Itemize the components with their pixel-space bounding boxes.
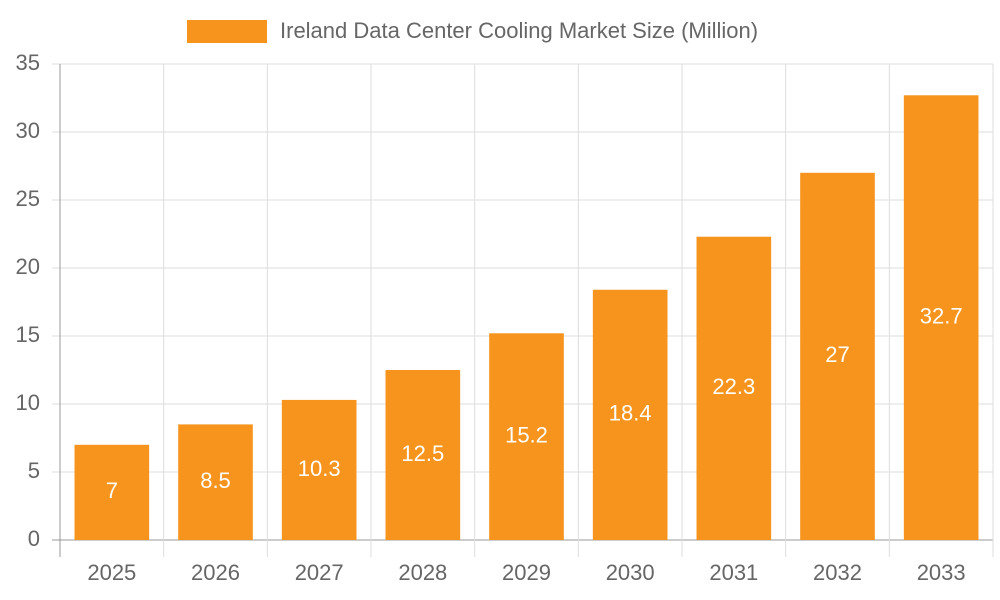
- bar[interactable]: [903, 95, 979, 540]
- x-tick-label: 2026: [191, 560, 240, 585]
- x-tick-label: 2029: [502, 560, 551, 585]
- data-label: 7: [106, 478, 118, 503]
- data-label: 8.5: [200, 468, 231, 493]
- bar[interactable]: [592, 289, 668, 540]
- y-tick-label: 5: [28, 458, 40, 483]
- data-label: 27: [825, 342, 849, 367]
- data-label: 22.3: [712, 374, 755, 399]
- y-tick-label: 0: [28, 526, 40, 551]
- legend-label[interactable]: Ireland Data Center Cooling Market Size …: [280, 18, 758, 43]
- y-tick-label: 20: [16, 254, 40, 279]
- y-tick-label: 25: [16, 186, 40, 211]
- x-tick-label: 2027: [295, 560, 344, 585]
- bar[interactable]: [696, 236, 772, 540]
- bar[interactable]: [489, 333, 564, 540]
- bar[interactable]: [800, 172, 875, 541]
- y-tick-label: 10: [16, 390, 40, 415]
- y-tick-label: 35: [16, 50, 40, 75]
- x-tick-label: 2030: [606, 560, 655, 585]
- y-tick-label: 15: [16, 322, 40, 347]
- data-label: 12.5: [401, 441, 444, 466]
- data-label: 10.3: [298, 456, 341, 481]
- bar[interactable]: [281, 399, 357, 540]
- x-tick-label: 2025: [87, 560, 136, 585]
- bar[interactable]: [74, 444, 150, 540]
- bar[interactable]: [385, 370, 461, 540]
- y-tick-label: 30: [16, 118, 40, 143]
- x-tick-label: 2031: [709, 560, 758, 585]
- legend-swatch[interactable]: [187, 20, 267, 43]
- data-label: 18.4: [609, 401, 652, 426]
- bar[interactable]: [178, 424, 253, 540]
- data-label: 32.7: [920, 303, 963, 328]
- data-label: 15.2: [505, 422, 548, 447]
- x-tick-label: 2032: [813, 560, 862, 585]
- x-tick-label: 2033: [917, 560, 966, 585]
- x-tick-label: 2028: [398, 560, 447, 585]
